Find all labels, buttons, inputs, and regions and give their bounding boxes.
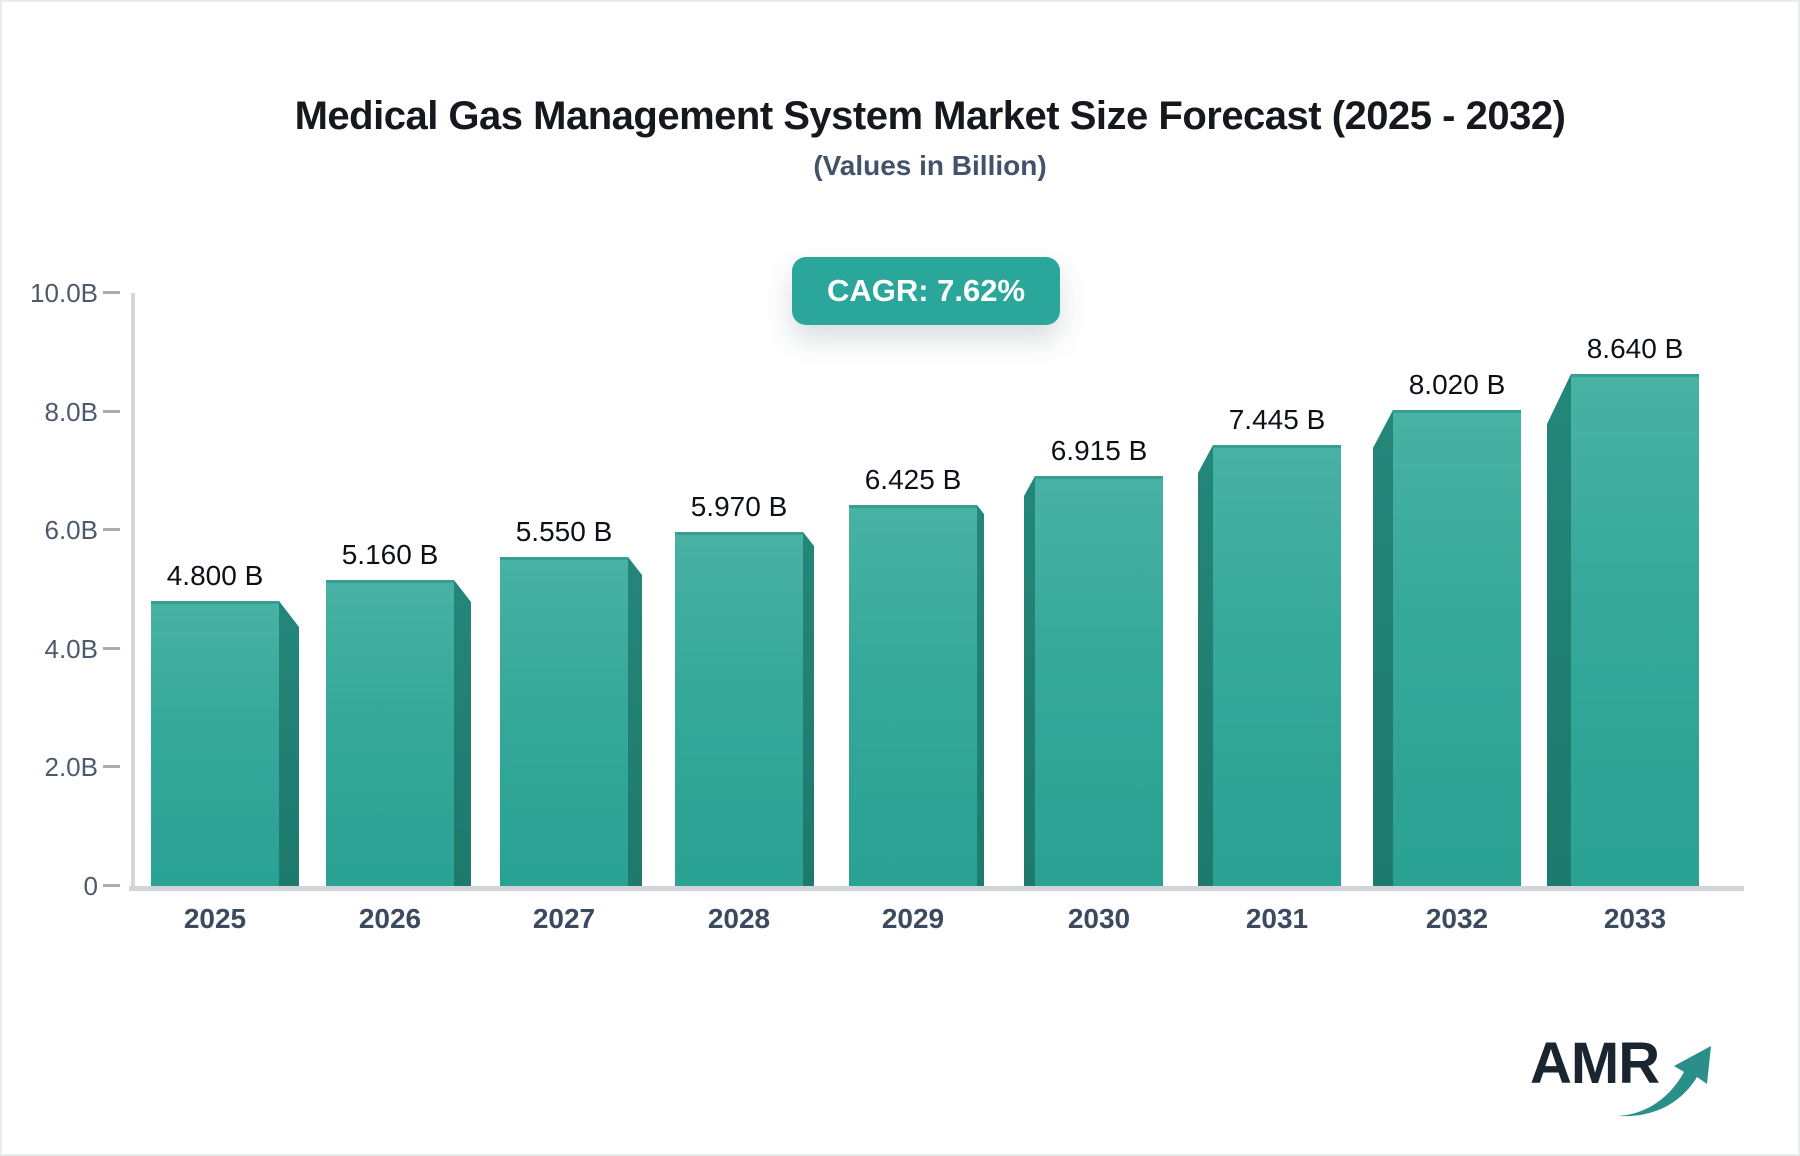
y-tick-label-10.0B: 10.0B xyxy=(30,278,98,308)
x-tick-label-2030: 2030 xyxy=(1067,903,1131,934)
bar-side-face xyxy=(1024,476,1035,886)
x-tick-label-2026: 2026 xyxy=(358,903,422,934)
bar-2029: 6.425 B xyxy=(849,464,984,886)
bar-value-label: 8.640 B xyxy=(1586,333,1684,364)
bar-side-face xyxy=(1198,445,1213,886)
bar-value-label: 5.550 B xyxy=(515,516,613,547)
bar-2027: 5.550 B xyxy=(500,516,642,886)
bar-side-face xyxy=(628,557,642,886)
bar-2030: 6.915 B xyxy=(1024,435,1163,886)
bar-side-face xyxy=(977,505,984,886)
y-tick-mark xyxy=(103,647,120,650)
bar-2028: 5.970 B xyxy=(675,491,814,886)
bar-front-face xyxy=(500,557,628,886)
cagr-badge: CAGR: 7.62% xyxy=(792,257,1060,325)
x-tick-label-2031: 2031 xyxy=(1245,903,1309,934)
bar-front-face xyxy=(1393,410,1521,886)
bar-value-label: 4.800 B xyxy=(166,560,264,591)
bar-side-face xyxy=(1373,410,1393,886)
bar-side-face xyxy=(1547,374,1571,886)
bar-value-label: 8.020 B xyxy=(1408,369,1506,400)
x-tick-label-2029: 2029 xyxy=(881,903,945,934)
bar-value-label: 7.445 B xyxy=(1228,404,1326,435)
bar-front-face xyxy=(849,505,977,886)
y-tick-mark xyxy=(103,410,120,413)
y-tick-mark xyxy=(103,528,120,531)
chart-title: Medical Gas Management System Market Siz… xyxy=(294,94,1566,138)
y-tick-mark xyxy=(103,884,120,887)
bar-value-label: 6.915 B xyxy=(1050,435,1148,466)
bar-2026: 5.160 B xyxy=(326,539,471,886)
bar-2025: 4.800 B xyxy=(151,560,299,886)
x-tick-label-2025: 2025 xyxy=(183,903,247,934)
y-tick-label-2.0B: 2.0B xyxy=(44,752,99,782)
bar-front-face xyxy=(326,580,454,886)
y-tick-label-4.0B: 4.0B xyxy=(44,634,99,664)
bar-value-label: 5.160 B xyxy=(341,539,439,570)
bar-front-face xyxy=(1213,445,1341,886)
bar-side-face xyxy=(279,601,299,886)
bar-2032: 8.020 B xyxy=(1373,369,1521,886)
bar-front-face xyxy=(1571,374,1699,886)
bar-value-label: 5.970 B xyxy=(690,491,788,522)
x-tick-label-2027: 2027 xyxy=(532,903,596,934)
x-tick-label-2033: 2033 xyxy=(1603,903,1667,934)
y-axis-line xyxy=(131,293,135,886)
x-tick-label-2032: 2032 xyxy=(1425,903,1489,934)
amr-logo: AMR xyxy=(1530,1030,1780,1130)
bar-front-face xyxy=(675,532,803,886)
bar-side-face xyxy=(803,532,814,886)
bar-front-face xyxy=(1035,476,1163,886)
bar-2033: 8.640 B xyxy=(1547,333,1699,886)
bar-front-face xyxy=(151,601,279,886)
x-tick-label-2028: 2028 xyxy=(707,903,771,934)
y-tick-mark xyxy=(103,291,120,294)
y-tick-label-8.0B: 8.0B xyxy=(44,397,99,427)
y-tick-label-0: 0 xyxy=(83,871,98,901)
trend-up-arrow-icon xyxy=(1618,1046,1711,1117)
bar-value-label: 6.425 B xyxy=(864,464,962,495)
chart-subtitle: (Values in Billion) xyxy=(813,150,1047,181)
x-axis-line xyxy=(129,886,1744,891)
bar-2031: 7.445 B xyxy=(1198,404,1341,886)
amr-logo-text: AMR xyxy=(1530,1031,1660,1096)
y-tick-label-6.0B: 6.0B xyxy=(44,515,99,545)
y-tick-mark xyxy=(103,765,120,768)
bar-side-face xyxy=(454,580,471,886)
